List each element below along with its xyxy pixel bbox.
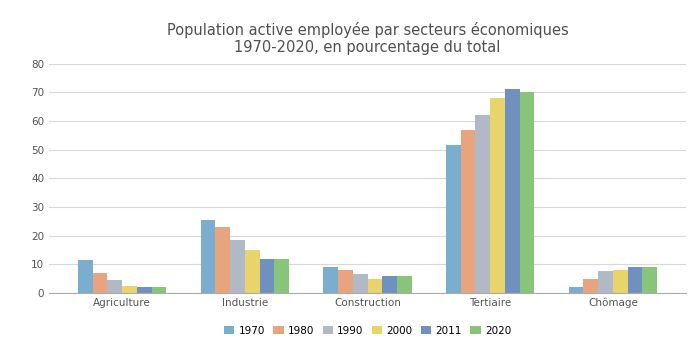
Bar [490,98,505,293]
Bar [92,273,107,293]
Bar [338,270,353,293]
Bar [613,270,628,293]
Bar [519,92,534,293]
Bar [122,286,136,293]
Bar [245,250,260,293]
Bar [505,89,519,293]
Bar [583,279,598,293]
Bar [628,267,643,293]
Bar [274,258,289,293]
Bar [107,280,122,293]
Bar [152,287,167,293]
Bar [353,274,368,293]
Bar [78,260,92,293]
Title: Population active employée par secteurs économiques
1970-2020, en pourcentage du: Population active employée par secteurs … [167,22,568,55]
Bar [475,115,490,293]
Bar [201,220,216,293]
Legend: 1970, 1980, 1990, 2000, 2011, 2020: 1970, 1980, 1990, 2000, 2011, 2020 [224,326,511,336]
Bar [446,145,461,293]
Bar [397,276,412,293]
Bar [136,287,152,293]
Bar [323,267,338,293]
Bar [230,240,245,293]
Bar [260,258,274,293]
Bar [216,227,230,293]
Bar [643,267,657,293]
Bar [368,279,382,293]
Bar [598,271,613,293]
Bar [568,287,583,293]
Bar [382,276,397,293]
Bar [461,130,475,293]
